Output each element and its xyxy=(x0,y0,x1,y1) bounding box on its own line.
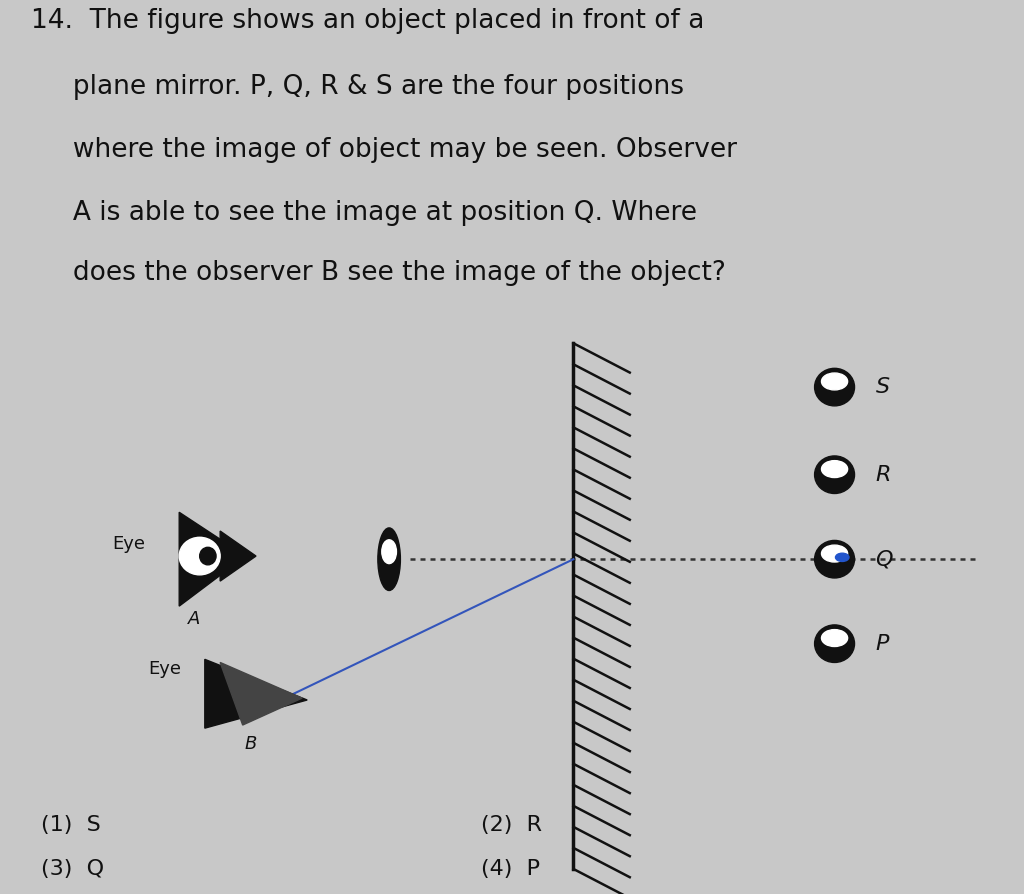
Ellipse shape xyxy=(815,368,854,406)
Text: Q: Q xyxy=(876,549,893,569)
Ellipse shape xyxy=(815,540,854,578)
Ellipse shape xyxy=(200,547,216,565)
Text: (1)  S: (1) S xyxy=(41,815,100,835)
Ellipse shape xyxy=(378,527,400,591)
Polygon shape xyxy=(205,660,307,728)
Ellipse shape xyxy=(815,456,854,493)
Text: (3)  Q: (3) Q xyxy=(41,859,104,879)
Ellipse shape xyxy=(821,460,848,477)
Text: Eye: Eye xyxy=(113,535,145,552)
Text: plane mirror. P, Q, R & S are the four positions: plane mirror. P, Q, R & S are the four p… xyxy=(31,74,684,100)
Text: B: B xyxy=(245,735,257,753)
Ellipse shape xyxy=(821,373,848,390)
Circle shape xyxy=(836,553,849,561)
Ellipse shape xyxy=(821,629,848,646)
Ellipse shape xyxy=(821,545,848,562)
Text: does the observer B see the image of the object?: does the observer B see the image of the… xyxy=(31,260,726,286)
Text: P: P xyxy=(876,634,889,654)
Text: S: S xyxy=(876,377,890,397)
Polygon shape xyxy=(220,662,302,725)
Ellipse shape xyxy=(382,540,396,563)
Ellipse shape xyxy=(179,537,220,575)
Text: (4)  P: (4) P xyxy=(481,859,541,879)
Text: R: R xyxy=(876,465,891,485)
Text: A is able to see the image at position Q. Where: A is able to see the image at position Q… xyxy=(31,200,696,226)
Text: A: A xyxy=(188,610,201,628)
Text: where the image of object may be seen. Observer: where the image of object may be seen. O… xyxy=(31,137,736,163)
Text: 14.  The figure shows an object placed in front of a: 14. The figure shows an object placed in… xyxy=(31,8,705,34)
Polygon shape xyxy=(220,531,256,581)
Text: Eye: Eye xyxy=(148,660,181,678)
Ellipse shape xyxy=(815,625,854,662)
Text: (2)  R: (2) R xyxy=(481,815,543,835)
Polygon shape xyxy=(179,512,246,606)
